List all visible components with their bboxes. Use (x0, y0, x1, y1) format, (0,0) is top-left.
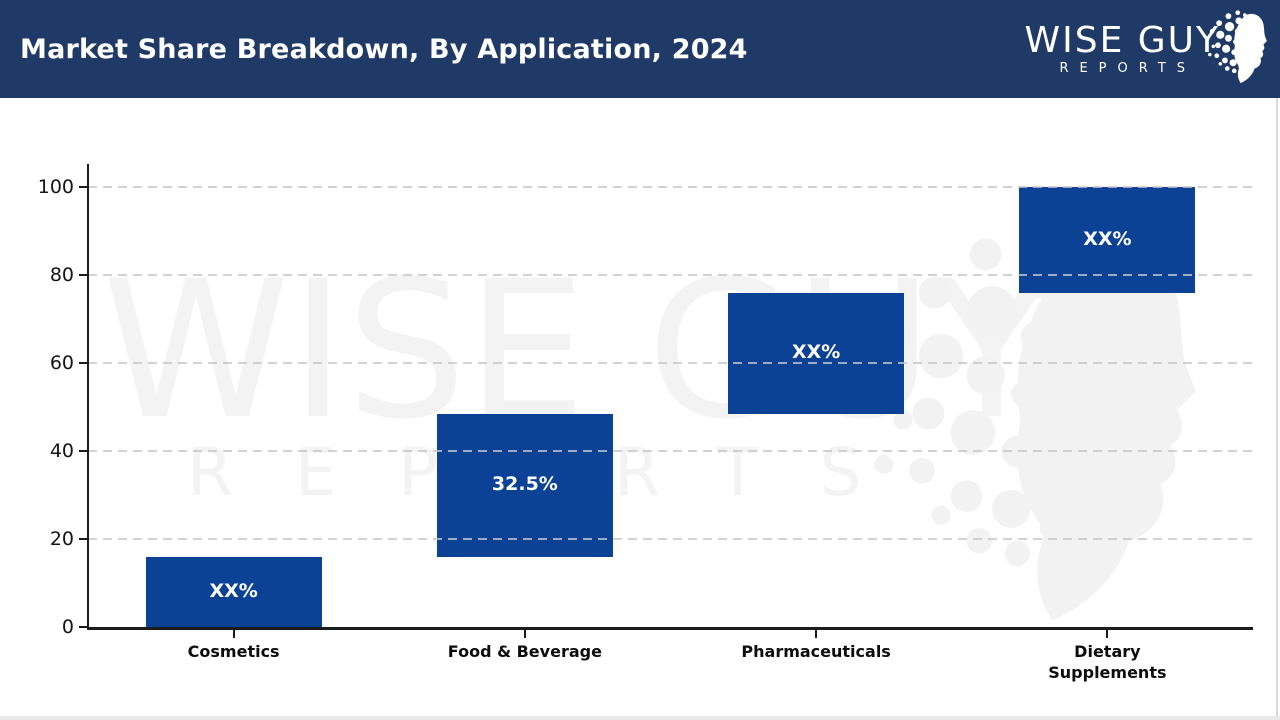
brand-logo: WISE GUY REPORTS (1025, 9, 1280, 89)
x-tick (232, 630, 235, 638)
brand-name: WISE GUY (1024, 19, 1220, 61)
x-tick (815, 630, 818, 638)
y-tick (79, 538, 88, 540)
y-tick (79, 626, 88, 628)
bar-2 (436, 413, 613, 557)
y-tick-label: 100 (37, 176, 74, 198)
y-tick (79, 274, 88, 276)
gridline-40 (88, 450, 1253, 452)
x-axis-line (88, 627, 1253, 630)
window-edge-right (1276, 98, 1278, 720)
y-tick-label: 40 (49, 440, 74, 462)
x-axis-label: Dietary Supplements (1048, 642, 1167, 683)
page-title: Market Share Breakdown, By Application, … (20, 33, 748, 65)
y-tick (79, 450, 88, 452)
x-axis-label: Pharmaceuticals (741, 642, 891, 661)
brand-subtitle: REPORTS (1059, 61, 1197, 77)
x-axis-label: Cosmetics (187, 642, 280, 661)
header-bar: Market Share Breakdown, By Application, … (0, 0, 1280, 98)
x-axis-label: Food & Beverage (447, 642, 602, 661)
bar-value-label: 32.5% (491, 473, 558, 496)
chart-area: WISE GUY REPORTS 020406080100XX%Cosmetic… (0, 98, 1280, 720)
y-tick-label: 0 (61, 616, 74, 638)
y-tick-label: 20 (49, 528, 74, 550)
gridline-100 (88, 186, 1253, 188)
bar-value-label: XX% (209, 579, 258, 602)
y-tick (79, 186, 88, 188)
bar-value-label: XX% (1083, 227, 1132, 250)
gridline-20 (88, 538, 1253, 540)
brand-logo-text: WISE GUY REPORTS (1024, 19, 1221, 77)
bar-value-label: XX% (791, 341, 841, 364)
x-tick (1106, 630, 1109, 638)
y-tick (79, 362, 88, 364)
gridline-80 (88, 274, 1253, 276)
y-tick-label: 60 (49, 352, 74, 374)
y-axis-line (87, 164, 89, 630)
window-edge-bottom (0, 716, 1280, 720)
gridline-60 (88, 362, 1253, 364)
x-tick (523, 630, 526, 638)
bar-1 (145, 556, 322, 627)
brand-face-icon (1204, 9, 1268, 89)
y-tick-label: 80 (49, 264, 74, 286)
